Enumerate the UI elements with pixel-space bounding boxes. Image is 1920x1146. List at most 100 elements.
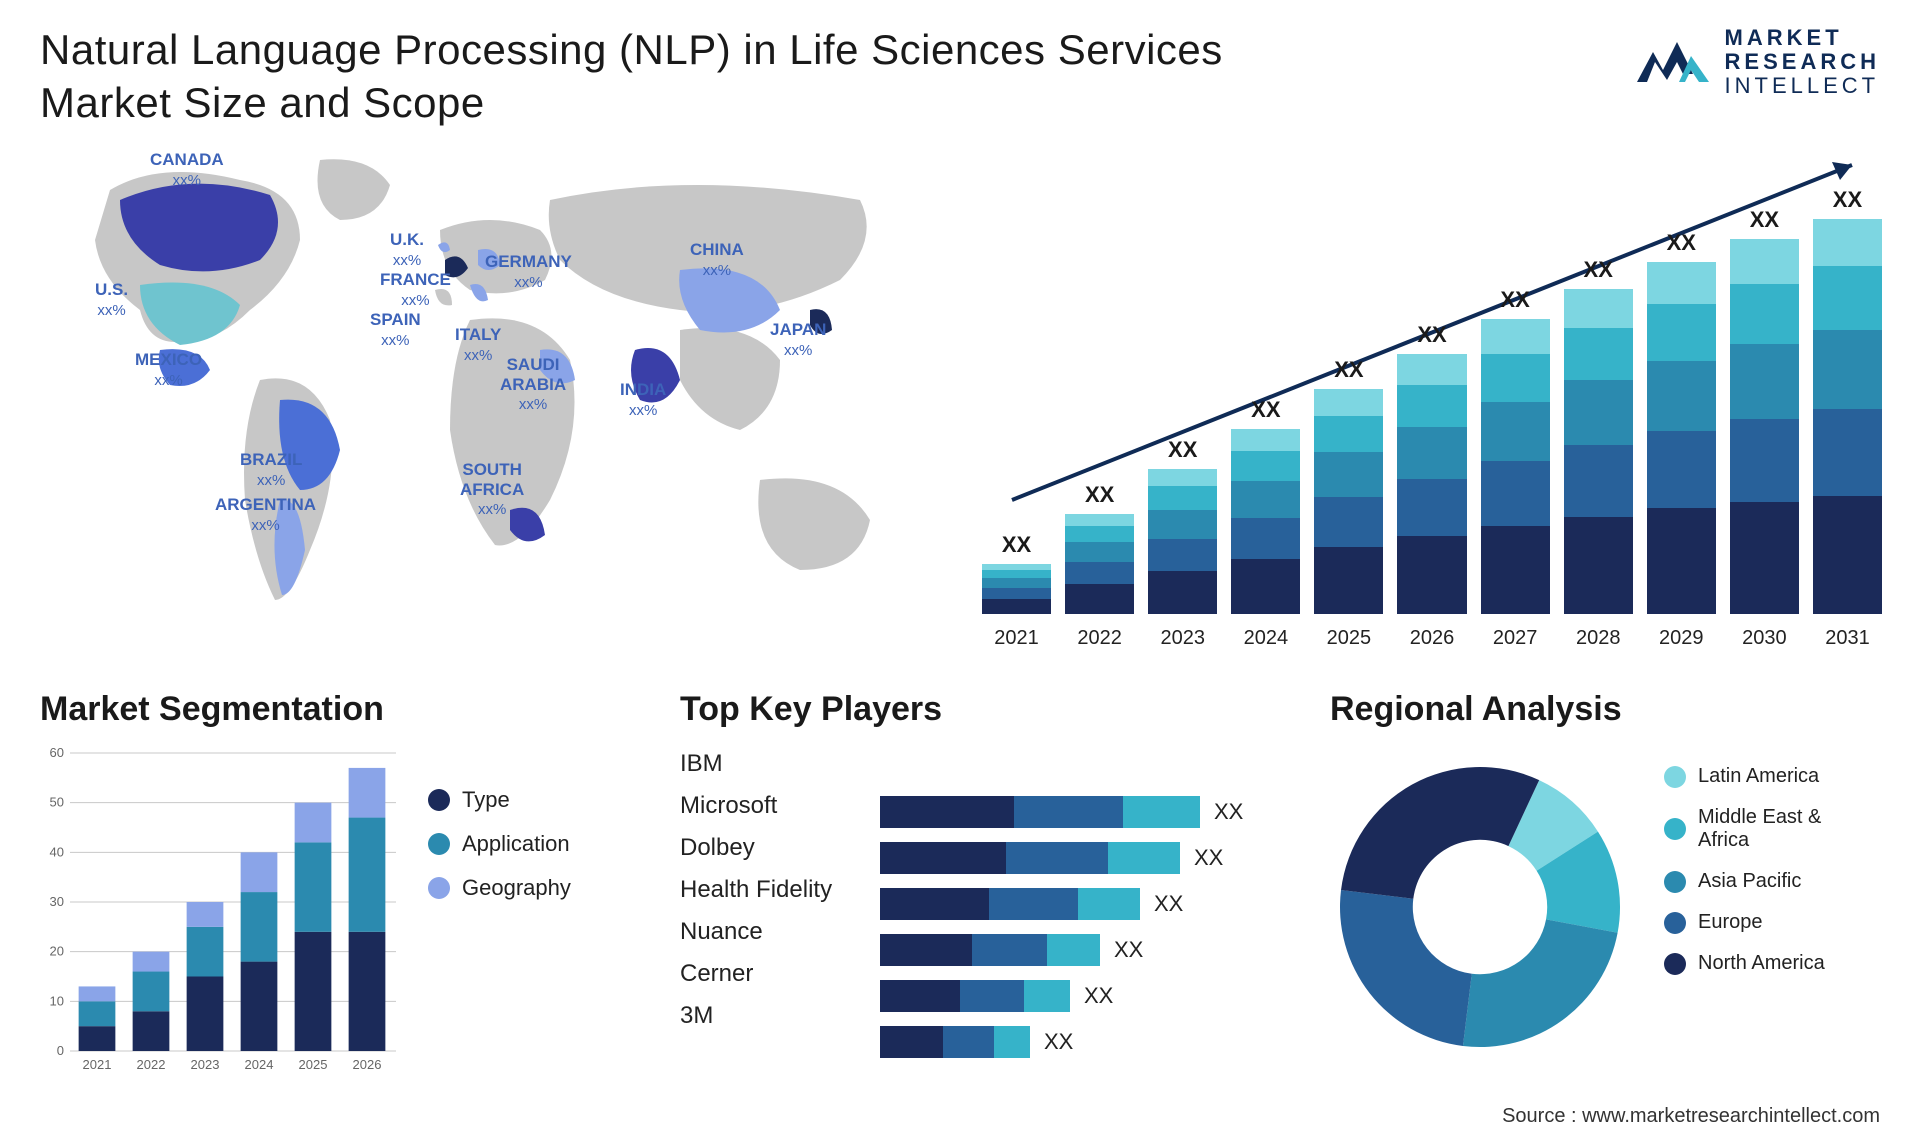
growth-bar-segment xyxy=(1397,427,1466,479)
growth-bar-segment xyxy=(1148,486,1217,509)
growth-bar-segment xyxy=(1231,429,1300,451)
legend-label: Middle East &Africa xyxy=(1698,806,1821,852)
growth-bar-value: XX xyxy=(1833,187,1862,213)
growth-year-label: 2028 xyxy=(1564,627,1633,650)
logo-text: MARKET RESEARCH INTELLECT xyxy=(1725,26,1880,99)
growth-bar-segment xyxy=(1813,409,1882,496)
growth-bar-segment xyxy=(1231,481,1300,518)
logo-mark-icon xyxy=(1633,32,1713,92)
player-bar-segment xyxy=(994,1026,1030,1058)
player-bar-segment xyxy=(880,934,972,966)
growth-bar-segment xyxy=(1564,517,1633,615)
growth-bar-value: XX xyxy=(1417,322,1446,348)
seg-bar-segment xyxy=(79,1001,116,1026)
growth-bar-segment xyxy=(1647,361,1716,431)
growth-bar-value: XX xyxy=(1002,532,1031,558)
growth-bar-segment xyxy=(1481,319,1550,354)
growth-bar: XX xyxy=(1647,230,1716,614)
legend-label: Application xyxy=(462,831,570,857)
player-bar-segment xyxy=(960,980,1025,1012)
growth-year-label: 2022 xyxy=(1065,627,1134,650)
player-bar-segment xyxy=(1024,980,1070,1012)
growth-bar-segment xyxy=(1647,508,1716,614)
growth-bar-segment xyxy=(1647,431,1716,508)
player-name: Nuance xyxy=(680,918,832,946)
growth-bar-segment xyxy=(982,599,1051,614)
seg-bar-segment xyxy=(295,932,332,1051)
growth-bar-segment xyxy=(1148,510,1217,539)
growth-bar-segment xyxy=(1481,526,1550,615)
growth-bar-segment xyxy=(982,588,1051,599)
growth-bar-segment xyxy=(1231,518,1300,559)
growth-bar-segment xyxy=(1730,419,1799,502)
growth-bar: XX xyxy=(1397,322,1466,614)
donut-slice xyxy=(1341,767,1539,899)
svg-text:2023: 2023 xyxy=(191,1057,220,1072)
country-label: ITALYxx% xyxy=(455,325,501,364)
country-label: BRAZILxx% xyxy=(240,450,302,489)
growth-bar-segment xyxy=(1397,479,1466,536)
country-label: U.S.xx% xyxy=(95,280,128,319)
growth-bar-segment xyxy=(1481,461,1550,526)
player-bar: XX xyxy=(880,934,1300,966)
player-bar-value: XX xyxy=(1084,983,1113,1009)
player-name: Cerner xyxy=(680,960,832,988)
player-bar-segment xyxy=(1006,842,1108,874)
country-label: CHINAxx% xyxy=(690,240,744,279)
growth-bar-segment xyxy=(1397,536,1466,614)
svg-text:2024: 2024 xyxy=(245,1057,274,1072)
regional-title: Regional Analysis xyxy=(1330,690,1890,729)
seg-bar-segment xyxy=(187,927,224,977)
legend-swatch xyxy=(1664,871,1686,893)
seg-bar-segment xyxy=(295,803,332,843)
player-bar: XX xyxy=(880,796,1300,828)
growth-bar-segment xyxy=(1065,562,1134,584)
growth-bar: XX xyxy=(1065,482,1134,614)
growth-bar-segment xyxy=(1730,344,1799,419)
growth-bar-segment xyxy=(1813,266,1882,329)
growth-bar-segment xyxy=(1564,445,1633,517)
player-bar-value: XX xyxy=(1194,845,1223,871)
growth-bar: XX xyxy=(1564,257,1633,614)
seg-bar-segment xyxy=(295,842,332,931)
growth-bar-segment xyxy=(1065,526,1134,542)
growth-bar-segment xyxy=(1314,416,1383,452)
player-name: Health Fidelity xyxy=(680,876,832,904)
growth-bar-segment xyxy=(1231,559,1300,615)
player-bar-value: XX xyxy=(1214,799,1243,825)
seg-bar-segment xyxy=(241,892,278,962)
country-label: FRANCExx% xyxy=(380,270,451,309)
seg-bar-segment xyxy=(133,972,170,1012)
player-name: Microsoft xyxy=(680,792,832,820)
player-bar-segment xyxy=(880,842,1006,874)
growth-year-label: 2026 xyxy=(1397,627,1466,650)
growth-bar-value: XX xyxy=(1334,357,1363,383)
legend-label: Asia Pacific xyxy=(1698,870,1801,893)
country-label: ARGENTINAxx% xyxy=(215,495,316,534)
country-label: SAUDIARABIAxx% xyxy=(500,355,566,414)
legend-swatch xyxy=(1664,953,1686,975)
player-name: IBM xyxy=(680,750,832,778)
growth-bar: XX xyxy=(1730,207,1799,614)
growth-bar: XX xyxy=(1148,437,1217,614)
svg-text:2021: 2021 xyxy=(83,1057,112,1072)
legend-swatch xyxy=(428,833,450,855)
seg-bar-segment xyxy=(241,962,278,1051)
legend-label: North America xyxy=(1698,952,1825,975)
growth-year-label: 2024 xyxy=(1231,627,1300,650)
legend-item: Asia Pacific xyxy=(1664,870,1825,893)
growth-bar-segment xyxy=(1647,304,1716,360)
growth-bar-segment xyxy=(1813,219,1882,266)
growth-bar-segment xyxy=(1314,547,1383,615)
player-name: 3M xyxy=(680,1002,832,1030)
player-name: Dolbey xyxy=(680,834,832,862)
legend-item: Geography xyxy=(428,875,571,901)
growth-bar-segment xyxy=(982,570,1051,578)
player-bar-segment xyxy=(1123,796,1200,828)
donut-slice xyxy=(1463,919,1618,1047)
segmentation-title: Market Segmentation xyxy=(40,690,660,729)
svg-text:60: 60 xyxy=(50,747,64,760)
legend-item: Application xyxy=(428,831,571,857)
page-title: Natural Language Processing (NLP) in Lif… xyxy=(40,24,1223,129)
legend-swatch xyxy=(1664,912,1686,934)
